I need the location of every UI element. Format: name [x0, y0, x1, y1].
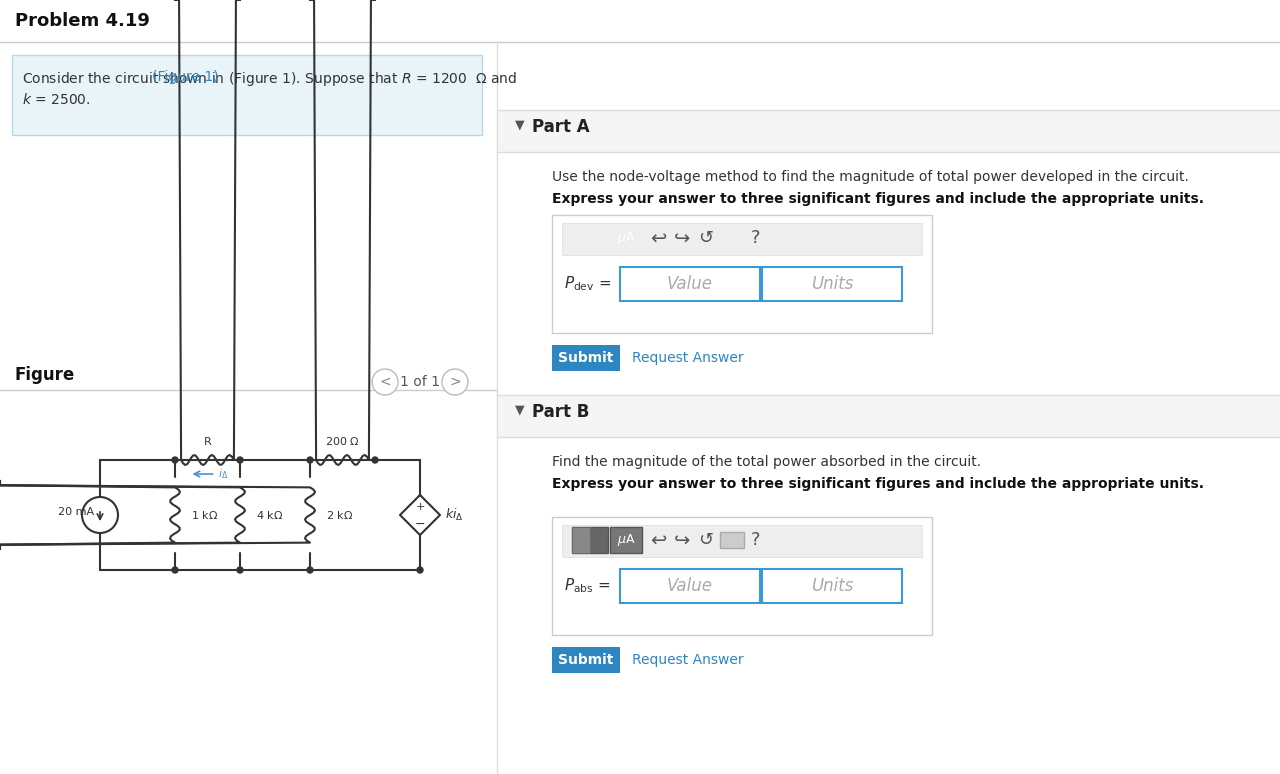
Bar	[497, 110, 1280, 152]
Text: Submit: Submit	[558, 351, 613, 365]
Bar	[620, 569, 760, 603]
Circle shape	[237, 567, 243, 573]
Bar	[552, 215, 932, 333]
Text: ↺: ↺	[699, 229, 713, 247]
Text: $\mu$A: $\mu$A	[617, 230, 635, 246]
Text: Express your answer to three significant figures and include the appropriate uni: Express your answer to three significant…	[552, 477, 1204, 491]
Text: ?: ?	[750, 531, 760, 549]
Text: 1 of 1: 1 of 1	[399, 375, 440, 389]
Text: ↺: ↺	[699, 531, 713, 549]
Text: 20 mA: 20 mA	[58, 507, 93, 517]
Text: Value: Value	[667, 275, 713, 293]
Text: 1 k$\Omega$: 1 k$\Omega$	[191, 509, 218, 521]
Bar	[611, 527, 643, 553]
Circle shape	[307, 567, 314, 573]
Circle shape	[442, 369, 468, 395]
Text: Units: Units	[810, 577, 854, 595]
Text: 4 k$\Omega$: 4 k$\Omega$	[256, 509, 283, 521]
Text: $P_\mathrm{dev}$ =: $P_\mathrm{dev}$ =	[564, 275, 612, 293]
Text: Find the magnitude of the total power absorbed in the circuit.: Find the magnitude of the total power ab…	[552, 455, 982, 469]
Bar	[562, 525, 922, 557]
Text: Submit: Submit	[558, 653, 613, 667]
Bar	[611, 225, 643, 251]
Text: ▼: ▼	[515, 403, 525, 416]
Text: ▼: ▼	[515, 118, 525, 131]
Text: Use the node-voltage method to find the magnitude of total power developed in th: Use the node-voltage method to find the …	[552, 170, 1189, 184]
Text: ?: ?	[750, 229, 760, 247]
Text: Part A: Part A	[532, 118, 590, 136]
Circle shape	[172, 567, 178, 573]
Bar	[552, 647, 620, 673]
Text: Value: Value	[667, 577, 713, 595]
Text: <: <	[379, 375, 390, 389]
Circle shape	[417, 567, 422, 573]
Bar	[762, 267, 902, 301]
Text: Part B: Part B	[532, 403, 589, 421]
Bar	[572, 225, 590, 251]
Text: Figure: Figure	[15, 366, 76, 384]
Circle shape	[237, 457, 243, 463]
Bar	[762, 569, 902, 603]
Text: 200 $\Omega$: 200 $\Omega$	[325, 435, 360, 447]
Text: Consider the circuit shown in (Figure 1). Suppose that $R$ = 1200  $\Omega$ and: Consider the circuit shown in (Figure 1)…	[22, 70, 517, 88]
Bar	[552, 517, 932, 635]
Text: Express your answer to three significant figures and include the appropriate uni: Express your answer to three significant…	[552, 192, 1204, 206]
Bar	[572, 527, 590, 553]
Bar	[572, 527, 608, 553]
Bar	[12, 55, 483, 135]
Bar	[719, 230, 744, 246]
Bar	[719, 532, 744, 548]
Text: ↪: ↪	[673, 530, 690, 550]
Bar	[620, 267, 760, 301]
Text: Problem 4.19: Problem 4.19	[15, 12, 150, 30]
Text: $\mu$A: $\mu$A	[617, 532, 635, 548]
Circle shape	[172, 457, 178, 463]
Text: >: >	[449, 375, 461, 389]
Text: $i_\Delta$: $i_\Delta$	[218, 467, 228, 481]
Text: $P_\mathrm{abs}$ =: $P_\mathrm{abs}$ =	[564, 577, 611, 595]
Circle shape	[307, 457, 314, 463]
Text: Request Answer: Request Answer	[632, 653, 744, 667]
Circle shape	[372, 369, 398, 395]
Bar	[552, 345, 620, 371]
Text: Units: Units	[810, 275, 854, 293]
Text: +: +	[415, 502, 425, 512]
Circle shape	[372, 457, 378, 463]
Text: (Figure 1): (Figure 1)	[152, 70, 219, 84]
Text: ↩: ↩	[650, 228, 666, 248]
Text: −: −	[415, 518, 425, 530]
Text: $k$ = 2500.: $k$ = 2500.	[22, 92, 91, 107]
Text: ↩: ↩	[650, 530, 666, 550]
Text: 2 k$\Omega$: 2 k$\Omega$	[326, 509, 353, 521]
Text: Request Answer: Request Answer	[632, 351, 744, 365]
Bar	[572, 225, 608, 251]
Text: R: R	[204, 437, 211, 447]
Bar	[497, 395, 1280, 437]
Bar	[562, 223, 922, 255]
Text: $ki_\Delta$: $ki_\Delta$	[445, 507, 463, 523]
Text: ↪: ↪	[673, 228, 690, 248]
